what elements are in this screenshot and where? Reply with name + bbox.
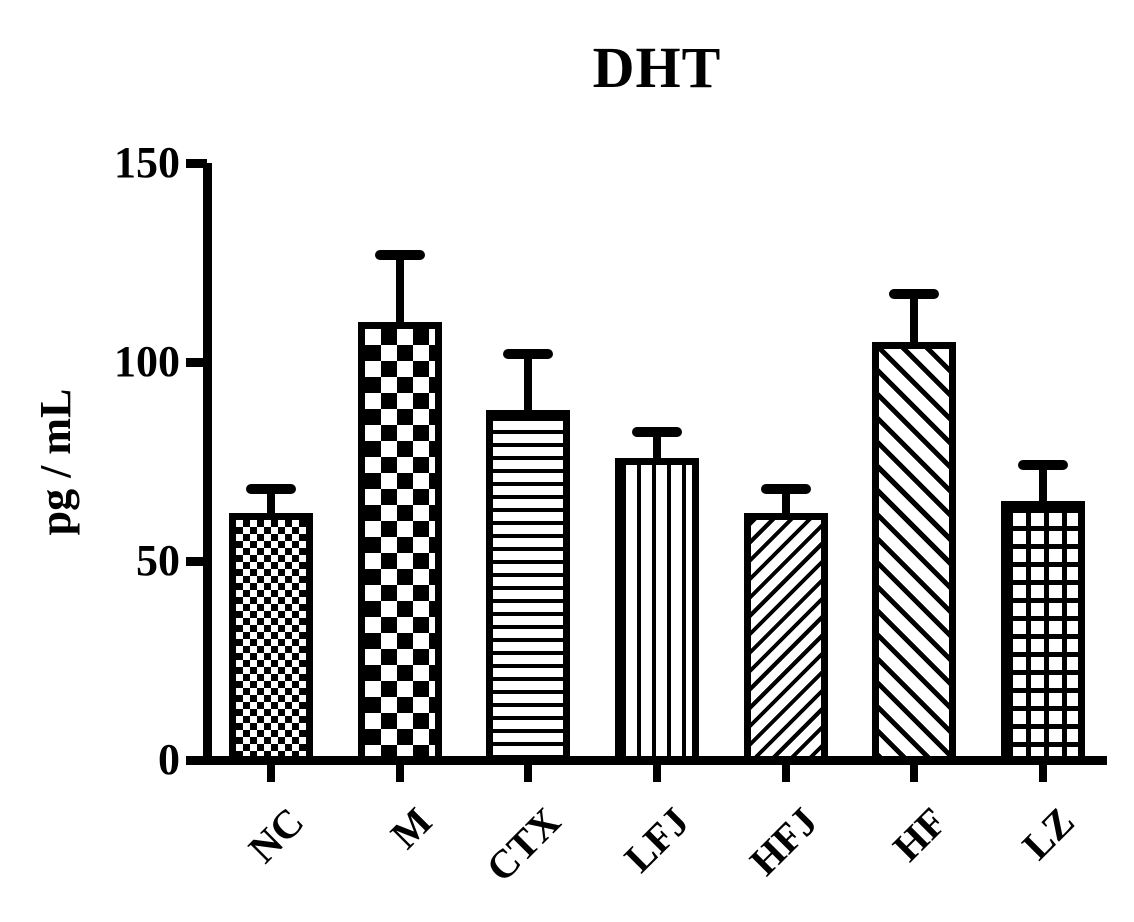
bar-lfj <box>615 457 699 760</box>
bar-ctx <box>486 409 571 760</box>
bar-m <box>357 322 442 760</box>
x-axis-category-label: LFJ <box>615 798 698 881</box>
y-tick-mark <box>186 556 207 566</box>
x-axis-category-label: NC <box>239 798 312 872</box>
y-tick-mark <box>186 755 207 765</box>
y-tick-label: 100 <box>114 337 180 386</box>
x-tick-mark <box>781 765 790 782</box>
error-bar-stem <box>524 354 533 426</box>
error-bar-stem <box>653 431 661 474</box>
error-bar-stem <box>781 489 790 530</box>
error-bar-stem <box>1038 465 1047 518</box>
error-bar-stem <box>267 489 276 530</box>
bar-hfj <box>743 513 828 760</box>
error-bar-cap <box>374 249 425 260</box>
error-bar-cap <box>760 484 811 495</box>
x-tick-mark <box>395 765 404 782</box>
x-tick-mark <box>910 765 919 782</box>
error-bar-cap <box>889 289 940 300</box>
x-tick-mark <box>267 765 276 782</box>
x-tick-mark <box>653 765 661 782</box>
bar-lz <box>1000 501 1085 760</box>
y-axis-line <box>203 163 212 765</box>
y-tick-mark <box>186 158 207 168</box>
x-tick-mark <box>1038 765 1047 782</box>
x-axis-category-label: M <box>381 798 441 858</box>
error-bar-cap <box>1017 460 1068 471</box>
y-tick-label: 50 <box>136 536 180 585</box>
y-tick-mark <box>186 357 207 367</box>
error-bar-cap <box>632 426 682 437</box>
x-axis-category-label: CTX <box>477 798 569 891</box>
error-bar-stem <box>395 254 404 339</box>
x-tick-mark <box>524 765 533 782</box>
bar-hf <box>872 342 957 760</box>
x-axis-line <box>203 756 1107 765</box>
error-bar-cap <box>246 484 297 495</box>
y-tick-label: 150 <box>114 138 180 187</box>
y-tick-label: 0 <box>158 735 180 784</box>
error-bar-stem <box>910 294 919 359</box>
error-bar-cap <box>503 349 554 360</box>
x-axis-category-label: HF <box>883 798 955 870</box>
chart-title: DHT <box>592 35 722 100</box>
x-axis-category-label: LZ <box>1013 798 1084 869</box>
x-axis-category-label: HFJ <box>740 798 827 884</box>
bar-nc <box>229 513 314 760</box>
